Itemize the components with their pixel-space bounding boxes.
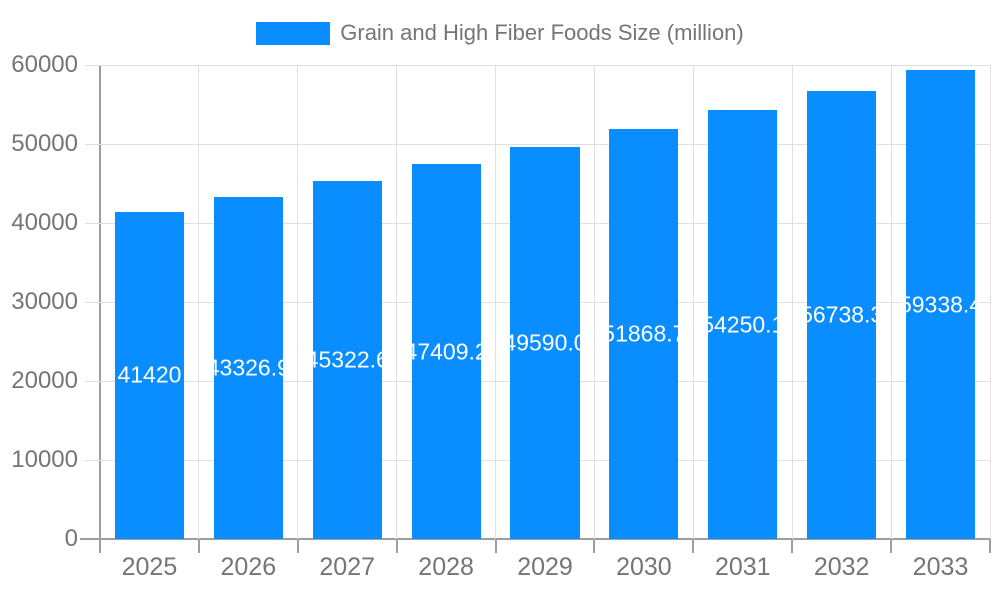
legend-swatch [256,21,331,45]
bar-value-label: 47409.2 [404,338,488,365]
bar-value-label: 59338.4 [898,291,983,318]
bar-value-label: 49590.0 [503,329,587,356]
legend-item[interactable]: Grain and High Fiber Foods Size (million… [256,20,744,46]
chart-legend: Grain and High Fiber Foods Size (million… [0,19,1000,47]
x-tick-label-2029: 2029 [517,553,573,581]
x-axis-tick [395,539,398,553]
bar-2031[interactable] [708,110,778,539]
x-tick-label-2033: 2033 [912,553,969,581]
bar-2032[interactable] [807,90,877,539]
x-tick-label-2026: 2026 [220,553,277,581]
x-axis-tick [791,539,794,553]
y-tick-label: 60000 [11,51,78,78]
x-axis-tick [989,539,991,553]
x-axis-tick [593,539,596,553]
bar-value-label: 45322.6 [305,346,389,373]
legend-label: Grain and High Fiber Foods Size (million… [340,20,744,45]
gridline-horizontal [85,64,990,66]
bar-2025[interactable] [114,211,185,539]
bar-2033[interactable] [905,70,976,539]
gridline-vertical [692,65,694,539]
y-tick-label: 0 [64,525,78,552]
gridline-vertical [593,65,595,539]
y-tick-label: 30000 [11,288,78,315]
bar-value-label: 51868.7 [602,320,686,347]
gridline-vertical [989,65,991,539]
x-tick-label-2032: 2032 [813,553,870,581]
gridline-vertical [495,65,497,539]
bar-2028[interactable] [411,164,481,539]
y-tick-label: 40000 [11,209,78,236]
y-tick-label: 20000 [11,367,78,394]
bar-2030[interactable] [609,129,679,539]
bar-value-label: 54250.1 [701,311,785,338]
bar-2029[interactable] [510,147,580,539]
bar-value-label: 41420 [117,361,182,388]
x-tick-label-2025: 2025 [121,553,178,581]
x-axis-tick [692,539,695,553]
bar-2026[interactable] [213,196,283,539]
gridline-horizontal [85,143,990,145]
x-axis-tick [197,539,200,553]
x-axis-tick [296,539,299,553]
gridline-vertical [396,65,398,539]
x-axis-tick [99,539,101,553]
bar-2027[interactable] [312,180,382,539]
gridline-vertical [890,65,892,539]
x-axis-tick [494,539,497,553]
plot-area: 0 10000 20000 30000 40000 50000 60000 2025 2026 2… [11,52,991,581]
x-tick-label-2028: 2028 [418,553,474,581]
x-tick-label-2027: 2027 [319,553,376,581]
x-axis-tick [890,539,893,553]
x-axis-line [80,538,990,540]
x-tick-label-2030: 2030 [616,553,672,581]
y-tick-label: 10000 [11,446,78,473]
gridline-vertical [791,65,793,539]
y-tick-label: 50000 [11,130,78,157]
bar-value-label: 56738.3 [800,301,884,328]
gridline-vertical [198,65,200,539]
gridline-vertical [297,65,299,539]
bar-value-label: 43326.9 [206,354,290,381]
x-tick-label-2031: 2031 [714,553,771,581]
